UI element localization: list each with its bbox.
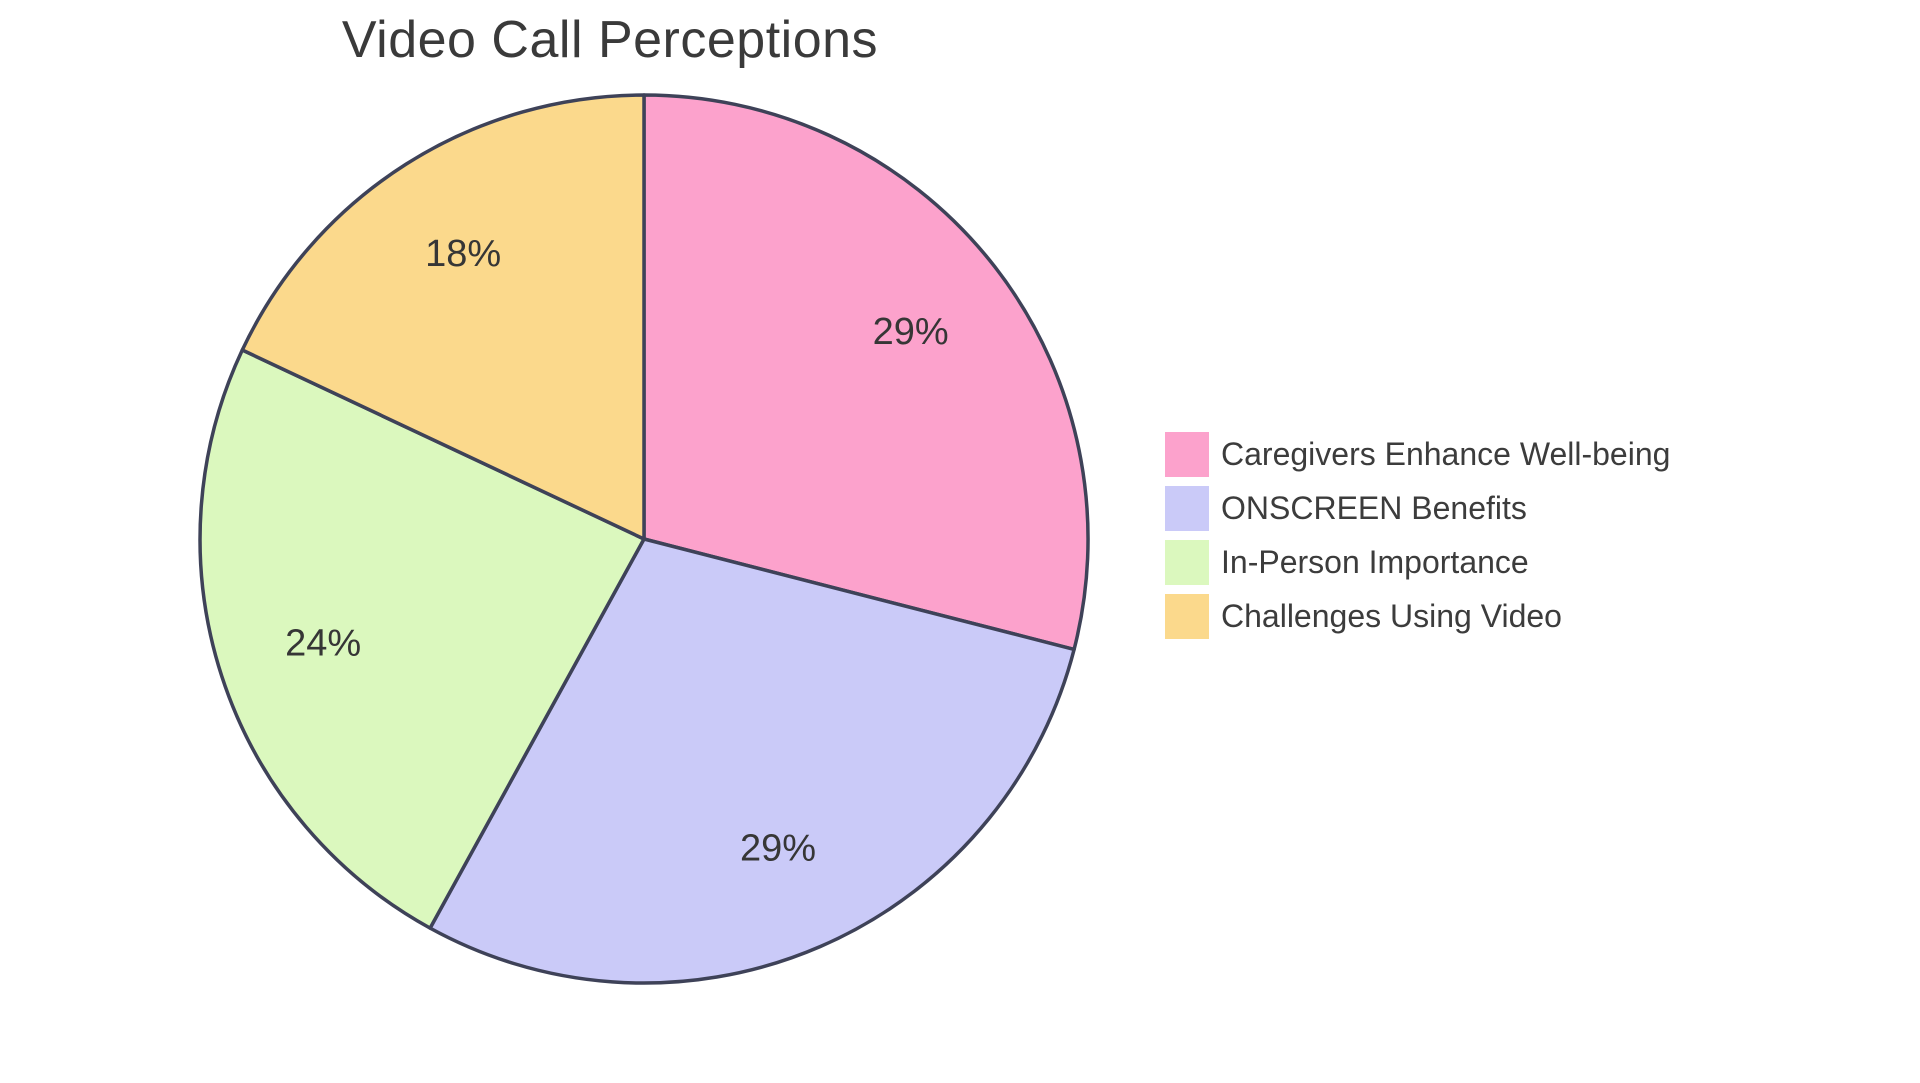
legend-item-label: Caregivers Enhance Well-being: [1221, 436, 1671, 472]
legend-swatch: [1165, 540, 1209, 585]
legend-item-label: Challenges Using Video: [1221, 598, 1562, 634]
legend-item: In-Person Importance: [1165, 540, 1670, 585]
legend-item: Caregivers Enhance Well-being: [1165, 432, 1670, 477]
legend-swatch: [1165, 594, 1209, 639]
pie-slice: [642, 93, 1090, 652]
pie-slice: [240, 93, 646, 541]
legend-item-label: ONSCREEN Benefits: [1221, 490, 1527, 526]
legend-swatch: [1165, 486, 1209, 531]
legend-item-label: In-Person Importance: [1221, 544, 1529, 580]
slice-percent-label: 29%: [740, 828, 816, 870]
legend-item: ONSCREEN Benefits: [1165, 486, 1670, 531]
pie-slice: [428, 537, 1076, 985]
legend: Caregivers Enhance Well-being ONSCREEN Be…: [1165, 432, 1670, 639]
legend-swatch: [1165, 432, 1209, 477]
slice-percent-label: 29%: [873, 311, 949, 353]
legend-item: Challenges Using Video: [1165, 594, 1670, 639]
slice-percent-label: 18%: [425, 233, 501, 275]
chart-title: Video Call Perceptions: [341, 11, 879, 69]
pie-slice: [198, 348, 646, 930]
slice-percent-label: 24%: [285, 622, 361, 664]
